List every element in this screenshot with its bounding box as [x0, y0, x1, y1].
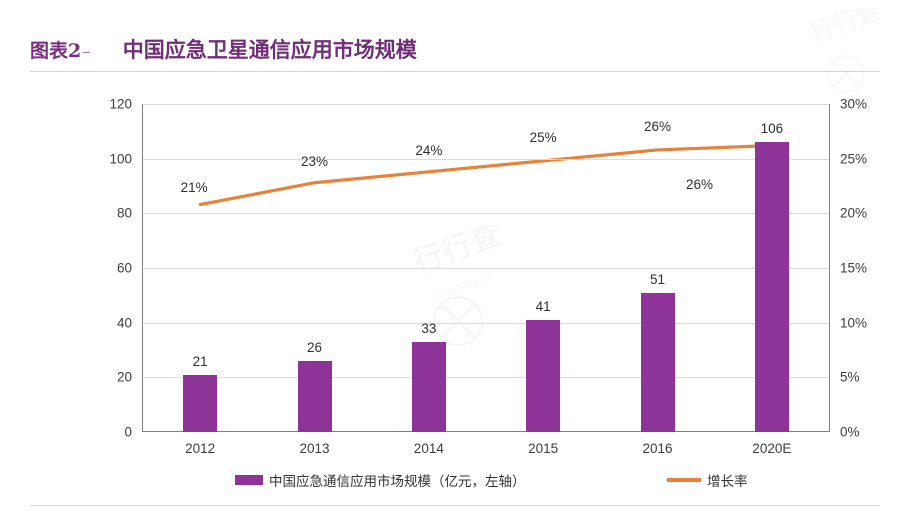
- bar: [640, 292, 675, 432]
- x-axis-line: [143, 430, 829, 432]
- gridline: [143, 104, 829, 105]
- y-axis-left-tick-label: 60: [116, 260, 132, 276]
- gridline: [143, 322, 829, 324]
- bar: [297, 360, 332, 432]
- bar-value-label: 106: [760, 121, 784, 137]
- x-axis-tick-label: 2013: [299, 441, 330, 456]
- line-value-label: 25%: [529, 129, 557, 145]
- gridline: [143, 377, 829, 379]
- bar: [411, 341, 446, 432]
- gridline: [143, 158, 829, 160]
- gridline: [143, 213, 829, 215]
- legend-label-bar: 中国应急通信应用市场规模（亿元，左轴）: [269, 474, 526, 490]
- x-axis-tick-label: 2014: [413, 441, 444, 456]
- y-axis-right-tick-label: 15%: [840, 260, 868, 276]
- legend-label-line: 增长率: [707, 474, 748, 490]
- legend-item-line[interactable]: 增长率: [667, 470, 748, 490]
- y-axis-right-tick-label: 5%: [840, 369, 860, 385]
- bar: [526, 319, 561, 432]
- x-axis-tick-label: 2020E: [752, 441, 792, 456]
- figure-number-separator: –: [82, 42, 91, 62]
- page-title: 中国应急卫星通信应用市场规模: [122, 37, 417, 62]
- footer-divider: [30, 505, 880, 506]
- chart-legend: 中国应急通信应用市场规模（亿元，左轴） 增长率: [142, 470, 830, 490]
- legend-item-bar[interactable]: 中国应急通信应用市场规模（亿元，左轴）: [235, 470, 526, 490]
- bar: [754, 142, 789, 432]
- y-axis-left-tick-label: 20: [116, 369, 132, 385]
- line-value-label: 26%: [643, 118, 672, 134]
- x-axis-tick-label: 2012: [185, 441, 216, 456]
- y-axis-right-tick-label: 0%: [840, 424, 860, 440]
- bar-value-label: 51: [649, 271, 666, 287]
- y-axis-right-tick-label: 10%: [840, 315, 868, 331]
- bar-value-label: 21: [192, 353, 208, 369]
- y-axis-left-tick-label: 100: [109, 151, 132, 167]
- y-axis-left-tick-label: 0: [124, 424, 132, 440]
- y-axis-left-tick-label: 40: [116, 315, 132, 331]
- bar-value-label: 33: [421, 320, 437, 336]
- figure-number: 图表2: [30, 40, 82, 62]
- x-axis-tick-label: 2016: [642, 441, 673, 456]
- bar: [183, 374, 218, 432]
- line-series-path: [198, 143, 774, 207]
- x-axis-tick-label: 2015: [528, 441, 559, 456]
- header-divider: [30, 71, 880, 72]
- y-axis-right-tick-label: 30%: [840, 96, 868, 112]
- bar-value-label: 26: [306, 339, 323, 355]
- gridline: [143, 268, 829, 269]
- growth-rate-line: [198, 143, 774, 207]
- plot-area: 0 20 40 60 80 100 120 0% 5% 10% 15% 20% 25% 30% 2012 20…: [109, 97, 867, 457]
- legend-swatch-bar-icon: [235, 475, 263, 485]
- line-value-label: 26%: [685, 176, 714, 192]
- y-axis-right-tick-label: 20%: [840, 205, 868, 221]
- bar-value-label: 41: [535, 298, 551, 314]
- y-axis-left-tick-label: 120: [109, 96, 132, 112]
- y-axis-left-tick-label: 80: [116, 205, 132, 221]
- line-value-label: 24%: [415, 142, 443, 158]
- line-value-label: 21%: [180, 179, 208, 195]
- line-value-label: 23%: [300, 153, 329, 169]
- legend-swatch-line-icon: [667, 478, 701, 482]
- y-axis-right-tick-label: 25%: [840, 151, 868, 167]
- figure-header: 图表2 – 中国应急卫星通信应用市场规模: [30, 34, 880, 66]
